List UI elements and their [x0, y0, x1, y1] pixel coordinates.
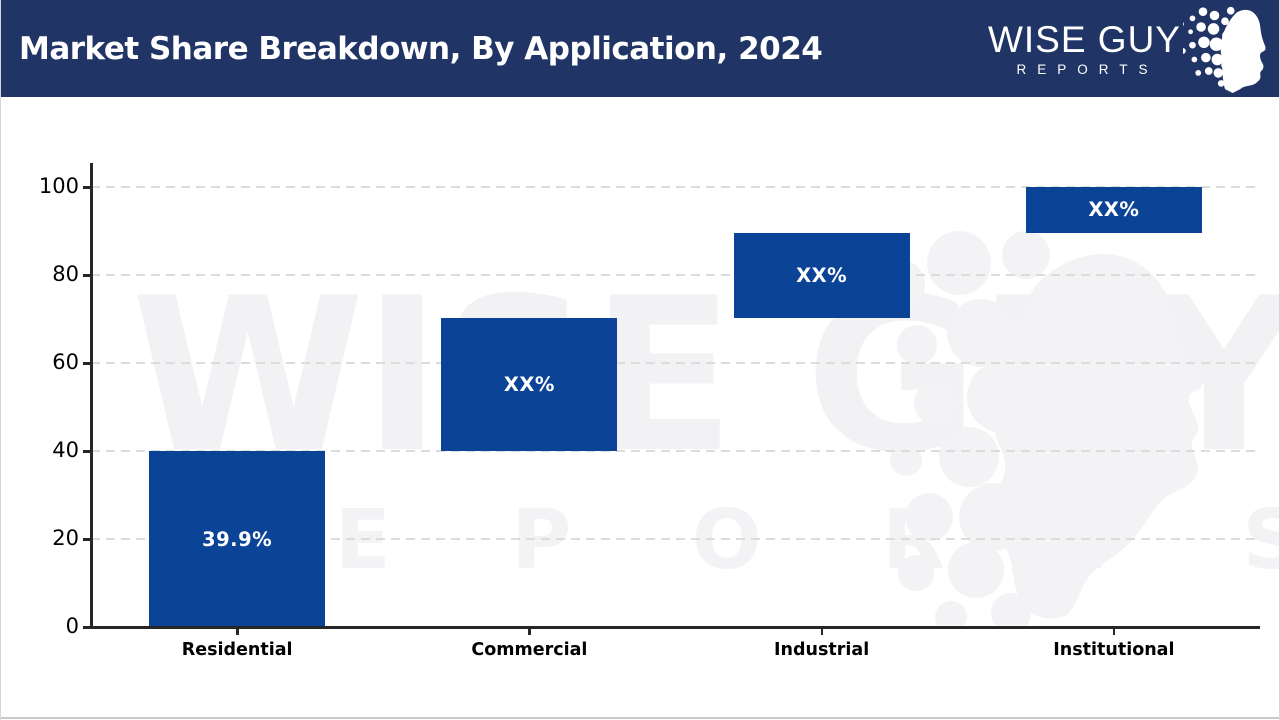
y-gridline-40	[91, 450, 1260, 452]
y-tick-0	[83, 626, 91, 629]
header-band: Market Share Breakdown, By Application, …	[1, 0, 1279, 97]
bar-commercial: XX%	[441, 317, 618, 452]
bar-value-label-residential: 39.9%	[202, 527, 273, 551]
y-gridline-60	[91, 362, 1260, 364]
bar-residential: 39.9%	[149, 451, 326, 627]
y-tick-60	[83, 362, 91, 365]
y-axis-spine	[90, 163, 93, 629]
y-tick-20	[83, 538, 91, 541]
y-tick-label-0: 0	[65, 614, 79, 638]
x-tick-label-industrial: Industrial	[774, 640, 870, 660]
y-tick-80	[83, 274, 91, 277]
y-gridline-100	[91, 186, 1260, 188]
y-tick-label-20: 20	[52, 526, 79, 550]
x-axis-spine	[90, 626, 1260, 629]
chart-title: Market Share Breakdown, By Application, …	[19, 30, 823, 67]
bar-value-label-industrial: XX%	[796, 263, 848, 287]
logo-wordmark: WISE GUY	[987, 18, 1181, 60]
y-gridline-80	[91, 274, 1260, 276]
bar-value-label-commercial: XX%	[503, 373, 555, 397]
y-gridline-20	[91, 538, 1260, 540]
x-tick-commercial	[528, 627, 531, 635]
y-tick-40	[83, 450, 91, 453]
head-profile-logo-icon	[1183, 6, 1266, 93]
x-tick-label-commercial: Commercial	[471, 640, 588, 660]
x-tick-label-residential: Residential	[181, 640, 293, 660]
y-tick-100	[83, 186, 91, 189]
logo-text: WISE GUY REPORTS	[988, 21, 1181, 77]
x-tick-label-institutional: Institutional	[1053, 640, 1175, 660]
x-tick-institutional	[1112, 627, 1116, 635]
y-tick-label-40: 40	[52, 438, 79, 462]
y-tick-label-80: 80	[52, 262, 79, 286]
wise-guy-reports-logo: WISE GUY REPORTS	[988, 5, 1267, 93]
logo-subtitle: REPORTS	[1016, 61, 1159, 77]
bar-value-label-institutional: XX%	[1088, 198, 1140, 222]
x-tick-industrial	[820, 627, 824, 635]
bar-industrial: XX%	[733, 232, 910, 318]
y-tick-label-60: 60	[52, 350, 79, 374]
image-bottom-border	[1, 717, 1279, 719]
y-tick-label-100: 100	[38, 174, 79, 198]
x-tick-residential	[236, 627, 239, 635]
bar-institutional: XX%	[1025, 187, 1202, 233]
